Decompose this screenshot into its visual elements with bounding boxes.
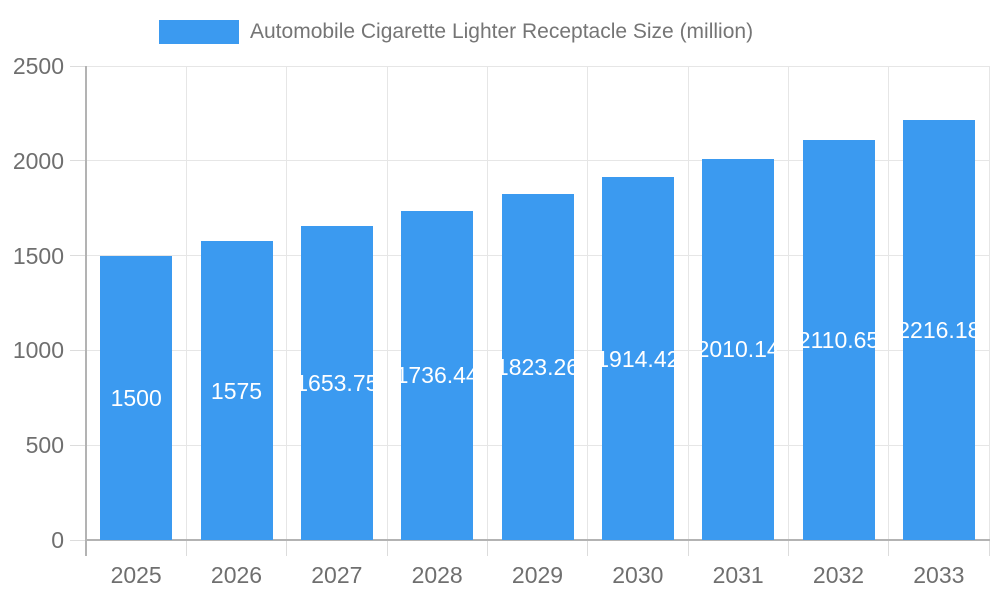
bar-2029[interactable]	[501, 194, 574, 540]
x-axis-tick	[687, 540, 689, 556]
gridline-horizontal	[86, 65, 989, 67]
bar-value-label: 1823.26	[495, 354, 580, 381]
y-axis-tick	[70, 160, 86, 162]
x-axis-tick	[787, 540, 789, 556]
x-axis-tick	[888, 540, 890, 556]
x-axis-tick	[486, 540, 488, 556]
x-axis-line	[85, 539, 990, 541]
bar-2025[interactable]	[100, 255, 173, 540]
x-axis-tick	[386, 540, 388, 556]
x-tick-label: 2028	[411, 562, 463, 588]
y-tick-label: 500	[25, 432, 64, 459]
gridline-horizontal	[86, 160, 989, 162]
y-axis-tick	[70, 349, 86, 351]
gridline-vertical	[286, 66, 288, 540]
bar-value-label: 2216.18	[897, 316, 981, 343]
bar-2030[interactable]	[601, 177, 674, 540]
y-axis-tick	[70, 65, 86, 67]
gridline-vertical	[687, 66, 689, 540]
y-tick-label: 1000	[12, 337, 64, 364]
x-tick-label: 2033	[913, 562, 965, 588]
gridline-vertical	[888, 66, 890, 540]
x-tick-label: 2027	[311, 562, 363, 588]
bar-value-label: 2110.65	[797, 326, 880, 353]
x-axis-tick	[286, 540, 288, 556]
bar-2033[interactable]	[902, 119, 975, 540]
x-axis-tick	[185, 540, 187, 556]
bar-value-label: 1736.44	[395, 362, 479, 389]
y-tick-label: 1500	[12, 242, 64, 269]
legend-label: Automobile Cigarette Lighter Receptacle …	[250, 20, 754, 43]
bar-2032[interactable]	[802, 139, 875, 540]
gridline-vertical	[587, 66, 589, 540]
bar-value-label: 1500	[110, 384, 162, 411]
y-tick-label: 2000	[12, 147, 64, 174]
x-tick-label: 2030	[612, 562, 664, 588]
gridline-vertical	[185, 66, 187, 540]
x-tick-label: 2025	[110, 562, 162, 588]
y-axis-tick	[70, 255, 86, 257]
gridline-vertical	[988, 66, 990, 540]
y-tick-label: 2500	[12, 53, 64, 79]
legend-swatch	[159, 20, 239, 44]
x-axis-tick	[988, 540, 990, 556]
bar-2031[interactable]	[702, 158, 775, 540]
x-tick-label: 2026	[210, 562, 263, 588]
bar-value-label: 1914.42	[596, 345, 680, 372]
x-axis-tick	[587, 540, 589, 556]
bar-2026[interactable]	[200, 241, 273, 540]
bar-2027[interactable]	[300, 226, 373, 540]
gridline-vertical	[486, 66, 488, 540]
gridline-vertical	[386, 66, 388, 540]
x-tick-label: 2031	[712, 562, 764, 588]
bar-value-label: 1575	[210, 377, 263, 404]
y-axis-tick	[70, 539, 86, 541]
bar-value-label: 1653.75	[295, 370, 379, 397]
chart-legend: Automobile Cigarette Lighter Receptacle …	[0, 0, 1000, 56]
bar-value-label: 2010.14	[696, 336, 780, 363]
y-axis-tick	[70, 444, 86, 446]
x-tick-label: 2029	[511, 562, 564, 588]
gridline-vertical	[787, 66, 789, 540]
x-tick-label: 2032	[812, 562, 865, 588]
y-tick-label: 0	[51, 527, 64, 553]
bar-2028[interactable]	[401, 210, 474, 540]
y-axis-line	[85, 66, 87, 556]
